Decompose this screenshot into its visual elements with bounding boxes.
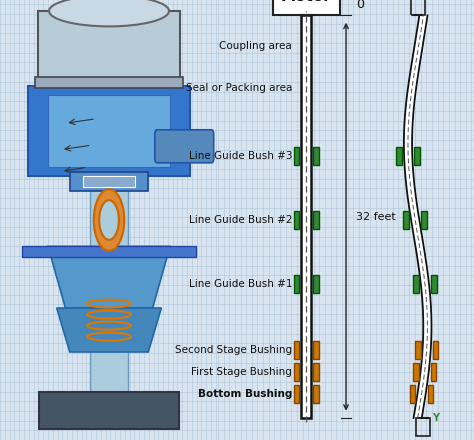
Bar: [39, 392, 179, 429]
Text: 32 feet: 32 feet: [356, 212, 396, 222]
Bar: [28, 86, 190, 176]
Ellipse shape: [49, 0, 169, 26]
Bar: [415, 341, 420, 359]
Bar: [413, 275, 419, 293]
Wedge shape: [94, 189, 124, 251]
Text: Line Guide Bush #2: Line Guide Bush #2: [189, 215, 292, 225]
Text: Line Guide Bush #1: Line Guide Bush #1: [189, 279, 292, 289]
Text: Bottom Bushing: Bottom Bushing: [198, 389, 292, 399]
Text: Seal or Packing area: Seal or Packing area: [186, 83, 292, 93]
Bar: [410, 0, 425, 15]
Bar: [273, 0, 339, 15]
Text: Line Guide Bush #3: Line Guide Bush #3: [189, 151, 292, 161]
Polygon shape: [57, 308, 161, 352]
FancyBboxPatch shape: [155, 130, 214, 163]
Bar: [35, 77, 183, 88]
Text: 0: 0: [356, 0, 364, 11]
Bar: [413, 363, 419, 381]
Bar: [416, 418, 430, 436]
Text: Motor: Motor: [281, 0, 332, 4]
Text: Coupling area: Coupling area: [219, 41, 292, 51]
Bar: [403, 211, 409, 229]
Text: Y: Y: [432, 413, 438, 423]
Bar: [313, 363, 319, 381]
Polygon shape: [48, 246, 170, 308]
Bar: [48, 95, 170, 167]
Bar: [294, 211, 300, 229]
Bar: [294, 363, 300, 381]
Text: First Stage Bushing: First Stage Bushing: [191, 367, 292, 377]
Bar: [414, 147, 420, 165]
Bar: [313, 211, 319, 229]
Bar: [313, 147, 319, 165]
Bar: [38, 11, 180, 79]
Bar: [83, 176, 135, 187]
Bar: [294, 275, 300, 293]
Bar: [294, 147, 300, 165]
Bar: [313, 341, 319, 359]
Bar: [396, 147, 402, 165]
Text: Second Stage Bushing: Second Stage Bushing: [175, 345, 292, 355]
Bar: [421, 211, 427, 229]
Bar: [428, 385, 433, 403]
Bar: [410, 385, 416, 403]
Bar: [433, 341, 438, 359]
Bar: [91, 189, 128, 405]
Bar: [313, 385, 319, 403]
Bar: [70, 172, 148, 191]
Bar: [294, 385, 300, 403]
Bar: [22, 246, 196, 257]
Bar: [294, 341, 300, 359]
Bar: [313, 275, 319, 293]
Bar: [301, 15, 311, 418]
Bar: [431, 363, 437, 381]
Bar: [431, 275, 437, 293]
